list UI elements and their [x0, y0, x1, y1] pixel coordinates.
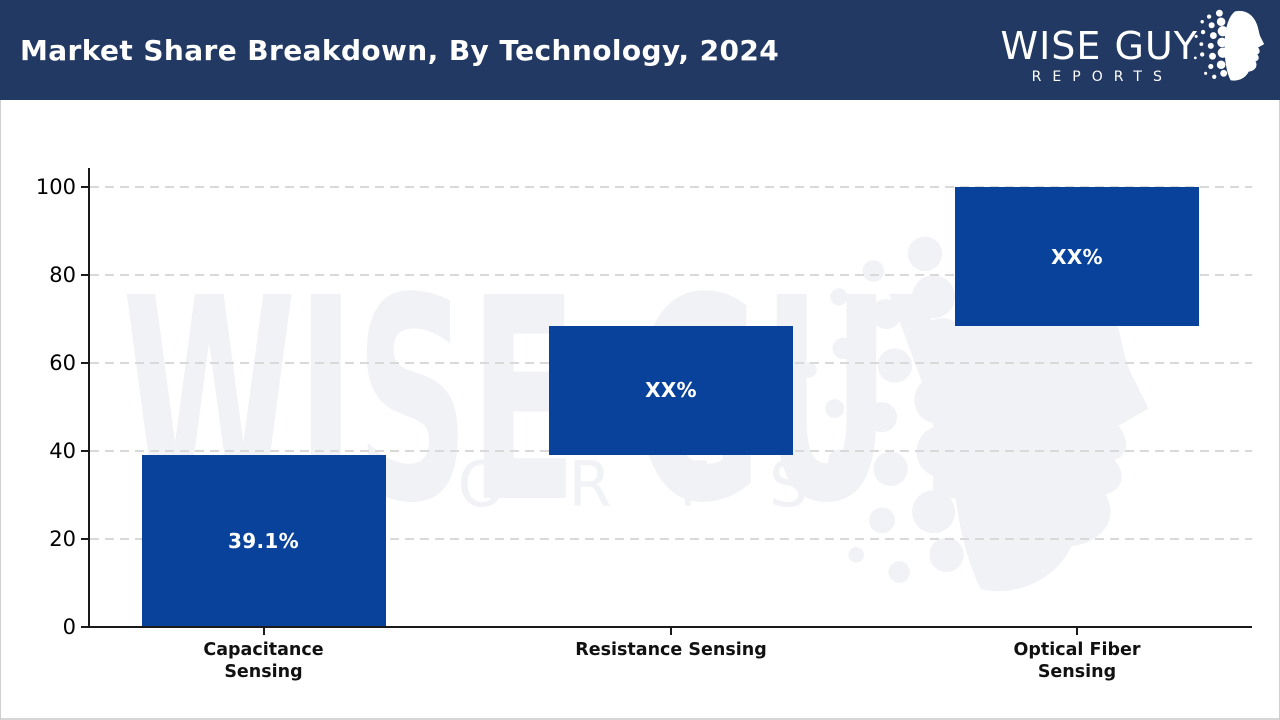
x-axis-spine [88, 626, 1252, 628]
bar-1: 39.1% [141, 454, 386, 627]
y-tick-40 [81, 450, 88, 452]
y-axis-spine [88, 168, 90, 628]
bar-value-label: 39.1% [228, 528, 299, 553]
gridline-80 [90, 274, 1252, 276]
gridline-20 [90, 538, 1252, 540]
bar-value-label: XX% [1051, 244, 1103, 269]
category-label-line: Sensing [224, 662, 303, 682]
chart-title: Market Share Breakdown, By Technology, 2… [20, 33, 780, 67]
y-tick-label: 100 [35, 175, 76, 199]
bar-2: XX% [549, 326, 793, 455]
x-tick-1 [262, 628, 265, 635]
y-tick-100 [81, 186, 88, 188]
bar-value-label: XX% [645, 378, 697, 403]
category-label: Resistance Sensing [511, 639, 831, 661]
brand-logo: WISE GUY REPORTS [1001, 8, 1274, 94]
gridline-100 [90, 186, 1252, 188]
category-label-line: Optical Fiber [1013, 640, 1141, 660]
x-tick-2 [670, 628, 672, 635]
category-label-line: Capacitance [203, 640, 324, 660]
category-label: Capacitance Sensing [104, 639, 424, 683]
header-bar: Market Share Breakdown, By Technology, 2… [0, 0, 1280, 100]
y-tick-label: 20 [49, 527, 76, 551]
y-tick-0 [81, 626, 88, 628]
x-tick-3 [1076, 628, 1078, 635]
brand-subtitle: REPORTS [1031, 68, 1173, 85]
y-tick-60 [81, 362, 88, 364]
y-tick-label: 80 [49, 263, 76, 287]
category-label-line: Resistance Sensing [575, 640, 767, 660]
category-label-line: Sensing [1037, 662, 1117, 682]
bar-3: XX% [955, 187, 1199, 327]
brand-name: WISE GUY [1000, 23, 1198, 68]
y-tick-label: 60 [49, 351, 76, 375]
logo-face-icon [1193, 9, 1265, 81]
category-label: Optical Fiber Sensing [917, 639, 1237, 683]
y-tick-label: 40 [49, 439, 76, 463]
brand-logo-text: WISE GUY REPORTS [1001, 24, 1198, 85]
y-tick-label: 0 [62, 615, 76, 639]
y-tick-20 [81, 538, 88, 540]
y-tick-80 [81, 274, 88, 276]
